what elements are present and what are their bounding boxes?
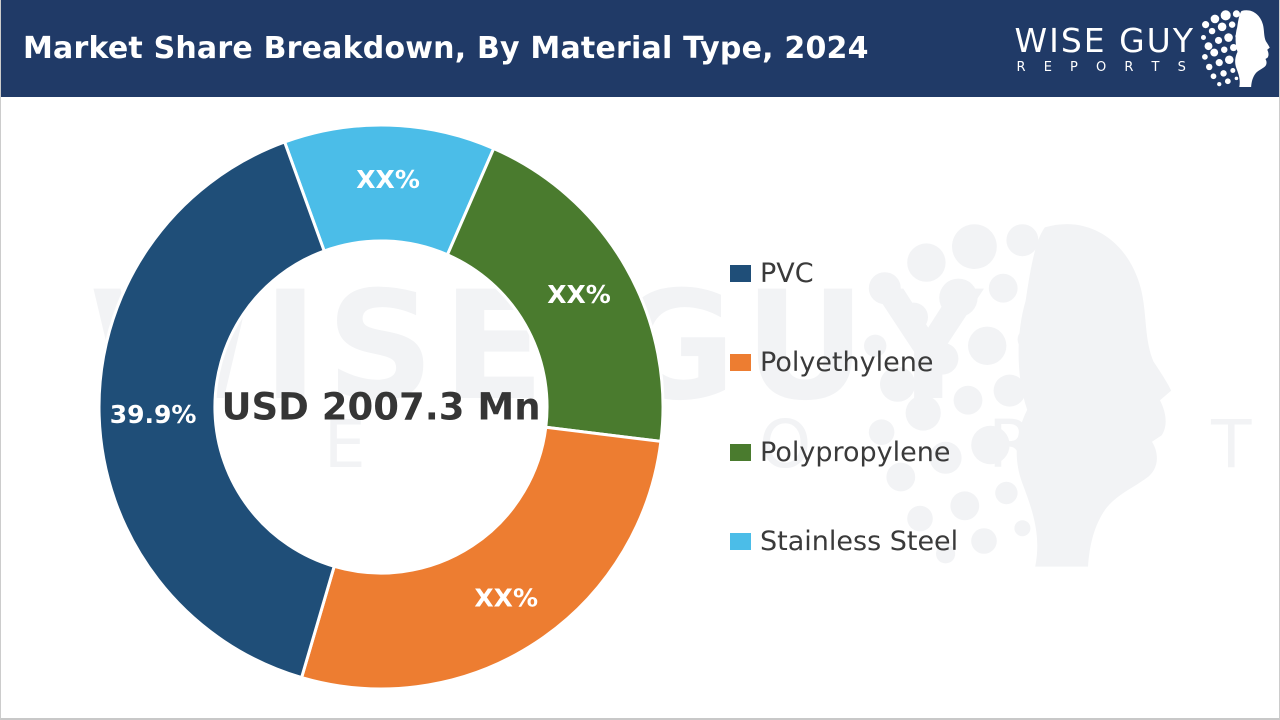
legend-item-polypropylene: Polypropylene [730, 437, 950, 467]
header-bar: Market Share Breakdown, By Material Type… [1, 0, 1279, 97]
chart-center-value: USD 2007.3 Mn [221, 385, 541, 429]
brand-subtitle: R E P O R T S [1016, 59, 1193, 75]
slice-label-stainless-steel: XX% [356, 165, 420, 194]
legend-item-polyethylene: Polyethylene [730, 347, 933, 377]
slice-label-polyethylene: XX% [474, 583, 538, 612]
legend-swatch-polyethylene [730, 353, 751, 371]
legend-label-pvc: PVC [760, 257, 814, 289]
brand-name: WISE GUY [1014, 20, 1195, 60]
legend-label-polyethylene: Polyethylene [760, 346, 934, 378]
legend-swatch-stainless-steel [730, 532, 751, 550]
slice-stainless-steel [283, 123, 496, 257]
page-title: Market Share Breakdown, By Material Type… [23, 31, 869, 66]
legend-swatch-polypropylene [730, 443, 751, 461]
legend-item-pvc: PVC [730, 258, 814, 288]
legend-item-stainless-steel: Stainless Steel [730, 526, 958, 556]
legend-label-stainless-steel: Stainless Steel [760, 525, 959, 557]
wiseguy-face-icon [1199, 6, 1271, 92]
wiseguy-face-watermark [856, 205, 1176, 589]
wiseguy-logo: WISE GUY R E P O R T S [1014, 6, 1271, 92]
legend-label-polypropylene: Polypropylene [760, 436, 951, 468]
legend-swatch-pvc [730, 264, 751, 282]
